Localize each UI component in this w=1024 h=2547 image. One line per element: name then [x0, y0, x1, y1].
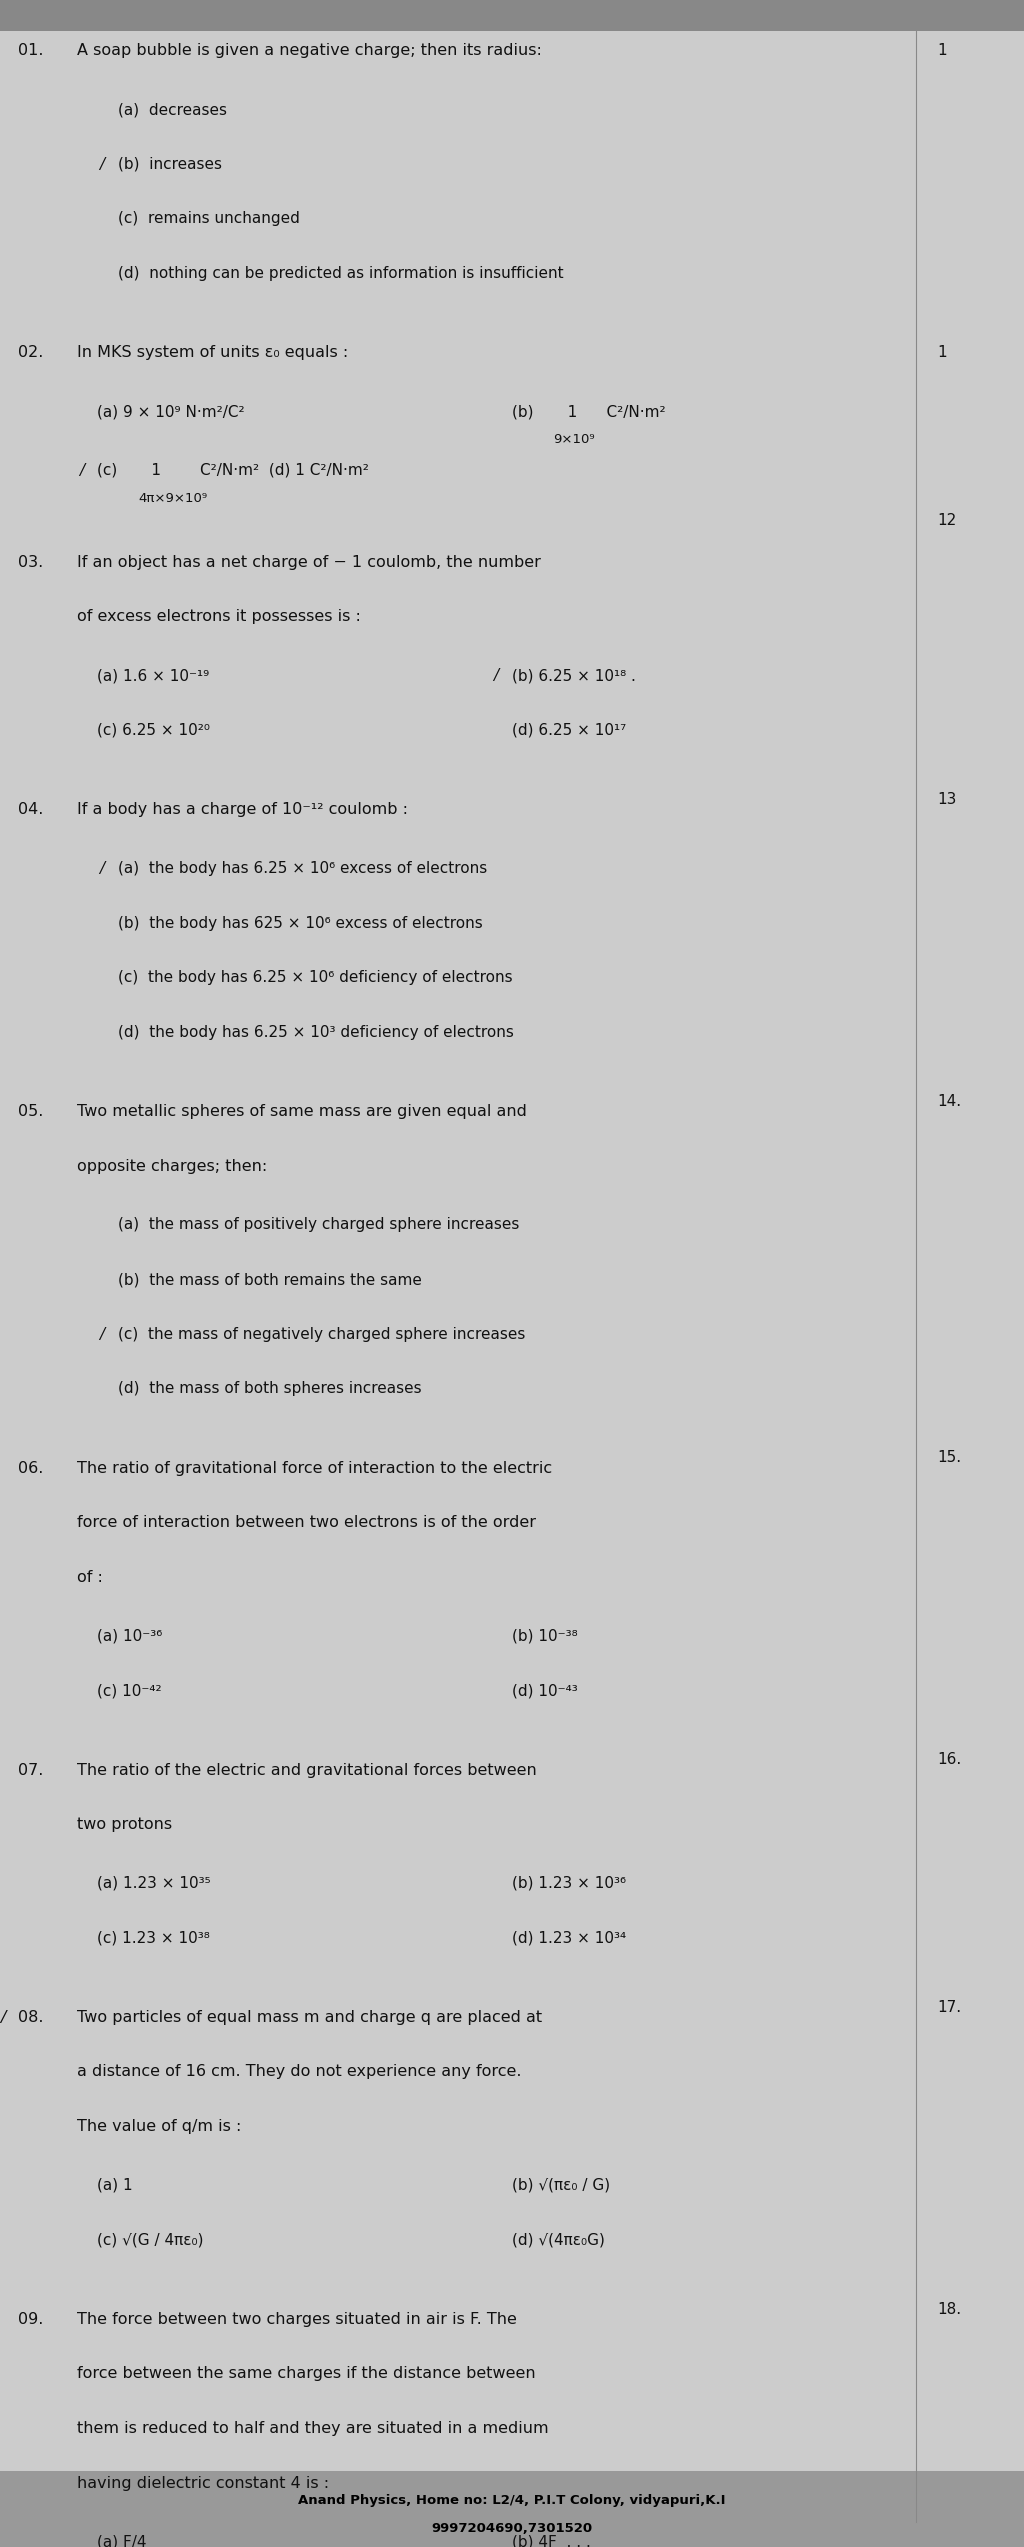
- Text: (d) √(4πε₀G): (d) √(4πε₀G): [512, 2234, 605, 2246]
- Text: (b)  increases: (b) increases: [118, 158, 222, 171]
- Text: 4π×9×10⁹: 4π×9×10⁹: [138, 492, 208, 504]
- Text: 1: 1: [937, 346, 946, 359]
- FancyBboxPatch shape: [0, 0, 1024, 31]
- Text: (c)  remains unchanged: (c) remains unchanged: [118, 211, 300, 227]
- Text: /: /: [99, 1327, 104, 1342]
- Text: (b) √(πε₀ / G): (b) √(πε₀ / G): [512, 2178, 610, 2193]
- Text: of excess electrons it possesses is :: of excess electrons it possesses is :: [77, 609, 360, 624]
- Text: 1: 1: [937, 43, 946, 59]
- Text: If an object has a net charge of − 1 coulomb, the number: If an object has a net charge of − 1 cou…: [77, 555, 541, 571]
- Text: 15.: 15.: [937, 1449, 962, 1465]
- Text: /: /: [0, 2010, 5, 2025]
- Text: /: /: [494, 667, 499, 683]
- Text: /: /: [99, 861, 104, 876]
- Text: 06.: 06.: [18, 1459, 44, 1475]
- Text: (d)  the body has 6.25 × 10³ deficiency of electrons: (d) the body has 6.25 × 10³ deficiency o…: [118, 1024, 514, 1039]
- Text: (c) 1.23 × 10³⁸: (c) 1.23 × 10³⁸: [97, 1931, 210, 1946]
- Text: 09.: 09.: [18, 2313, 44, 2328]
- Text: If a body has a charge of 10⁻¹² coulomb :: If a body has a charge of 10⁻¹² coulomb …: [77, 802, 408, 818]
- Text: force between the same charges if the distance between: force between the same charges if the di…: [77, 2366, 536, 2381]
- Text: 03.: 03.: [18, 555, 44, 571]
- Text: (a) 10⁻³⁶: (a) 10⁻³⁶: [97, 1628, 163, 1643]
- Text: (a) 1.6 × 10⁻¹⁹: (a) 1.6 × 10⁻¹⁹: [97, 667, 210, 683]
- Text: 9997204690,7301520: 9997204690,7301520: [431, 2522, 593, 2534]
- Text: (d) 10⁻⁴³: (d) 10⁻⁴³: [512, 1684, 578, 1699]
- Text: opposite charges; then:: opposite charges; then:: [77, 1159, 267, 1174]
- Text: (a)  the body has 6.25 × 10⁶ excess of electrons: (a) the body has 6.25 × 10⁶ excess of el…: [118, 861, 487, 876]
- Text: (b) 6.25 × 10¹⁸ .: (b) 6.25 × 10¹⁸ .: [512, 667, 636, 683]
- Text: 17.: 17.: [937, 1999, 962, 2015]
- Text: (c)  the mass of negatively charged sphere increases: (c) the mass of negatively charged spher…: [118, 1327, 525, 1342]
- Text: (a)  the mass of positively charged sphere increases: (a) the mass of positively charged spher…: [118, 1217, 519, 1233]
- Text: (d)  nothing can be predicted as information is insufficient: (d) nothing can be predicted as informat…: [118, 265, 563, 280]
- Text: 14.: 14.: [937, 1093, 962, 1108]
- Text: two protons: two protons: [77, 1816, 172, 1831]
- Text: The force between two charges situated in air is F. The: The force between two charges situated i…: [77, 2313, 517, 2328]
- Text: Two metallic spheres of same mass are given equal and: Two metallic spheres of same mass are gi…: [77, 1103, 526, 1118]
- Text: (c) 10⁻⁴²: (c) 10⁻⁴²: [97, 1684, 162, 1699]
- Text: (d) 6.25 × 10¹⁷: (d) 6.25 × 10¹⁷: [512, 723, 627, 739]
- Text: having dielectric constant 4 is :: having dielectric constant 4 is :: [77, 2476, 329, 2491]
- Text: The ratio of gravitational force of interaction to the electric: The ratio of gravitational force of inte…: [77, 1459, 552, 1475]
- Text: of :: of :: [77, 1569, 102, 1584]
- Text: 01.: 01.: [18, 43, 44, 59]
- Text: 12: 12: [937, 514, 956, 527]
- Text: (b)  the body has 625 × 10⁶ excess of electrons: (b) the body has 625 × 10⁶ excess of ele…: [118, 914, 482, 930]
- Text: (c) 6.25 × 10²⁰: (c) 6.25 × 10²⁰: [97, 723, 210, 739]
- Text: Two particles of equal mass m and charge q are placed at: Two particles of equal mass m and charge…: [77, 2010, 542, 2025]
- Text: 08.: 08.: [18, 2010, 44, 2025]
- Text: (a) 9 × 10⁹ N·m²/C²: (a) 9 × 10⁹ N·m²/C²: [97, 405, 245, 420]
- Text: A soap bubble is given a negative charge; then its radius:: A soap bubble is given a negative charge…: [77, 43, 542, 59]
- Text: 07.: 07.: [18, 1763, 44, 1778]
- Text: 04.: 04.: [18, 802, 44, 818]
- Text: 05.: 05.: [18, 1103, 44, 1118]
- Text: 16.: 16.: [937, 1752, 962, 1768]
- Text: (b) 1.23 × 10³⁶: (b) 1.23 × 10³⁶: [512, 1877, 626, 1890]
- Text: (a) F/4: (a) F/4: [97, 2534, 146, 2547]
- Text: /: /: [79, 464, 84, 479]
- Text: 18.: 18.: [937, 2302, 962, 2318]
- Text: (d)  the mass of both spheres increases: (d) the mass of both spheres increases: [118, 1380, 422, 1396]
- Text: (b) 10⁻³⁸: (b) 10⁻³⁸: [512, 1628, 578, 1643]
- Text: (a) 1.23 × 10³⁵: (a) 1.23 × 10³⁵: [97, 1877, 211, 1890]
- Text: (a)  decreases: (a) decreases: [118, 102, 226, 117]
- Text: (d) 1.23 × 10³⁴: (d) 1.23 × 10³⁴: [512, 1931, 626, 1946]
- Text: 13: 13: [937, 792, 956, 807]
- Text: (c)  the body has 6.25 × 10⁶ deficiency of electrons: (c) the body has 6.25 × 10⁶ deficiency o…: [118, 970, 512, 986]
- Text: (b) 4F  . . .: (b) 4F . . .: [512, 2534, 591, 2547]
- Text: 9×10⁹: 9×10⁹: [553, 433, 595, 446]
- Text: (b)  the mass of both remains the same: (b) the mass of both remains the same: [118, 1271, 422, 1286]
- Text: 02.: 02.: [18, 346, 44, 359]
- Text: (a) 1: (a) 1: [97, 2178, 133, 2193]
- Text: (c)       1        C²/N·m²  (d) 1 C²/N·m²: (c) 1 C²/N·m² (d) 1 C²/N·m²: [97, 464, 370, 479]
- Text: (c) √(G / 4πε₀): (c) √(G / 4πε₀): [97, 2234, 204, 2246]
- Text: (b)       1      C²/N·m²: (b) 1 C²/N·m²: [512, 405, 666, 420]
- Text: /: /: [99, 158, 104, 171]
- Text: them is reduc‌ed to half and they are situated in a medium: them is reduc‌ed to half and they are si…: [77, 2422, 549, 2435]
- FancyBboxPatch shape: [0, 2471, 1024, 2547]
- Text: The value of q/m is :: The value of q/m is :: [77, 2119, 242, 2134]
- Text: Anand Physics, Home no: L2/4, P.I.T Colony, vidyapuri,K.I: Anand Physics, Home no: L2/4, P.I.T Colo…: [298, 2494, 726, 2506]
- Text: The ratio of the electric and gravitational forc​es between: The ratio of the electric and gravitatio…: [77, 1763, 537, 1778]
- Text: force of interaction between two electrons is of the order: force of interaction between two electro…: [77, 1515, 536, 1531]
- Text: a distance of 16 cm. They do not experience any force.: a distance of 16 cm. They do not experie…: [77, 2066, 521, 2078]
- Text: In MKS system of units ε₀ equals :: In MKS system of units ε₀ equals :: [77, 346, 348, 359]
